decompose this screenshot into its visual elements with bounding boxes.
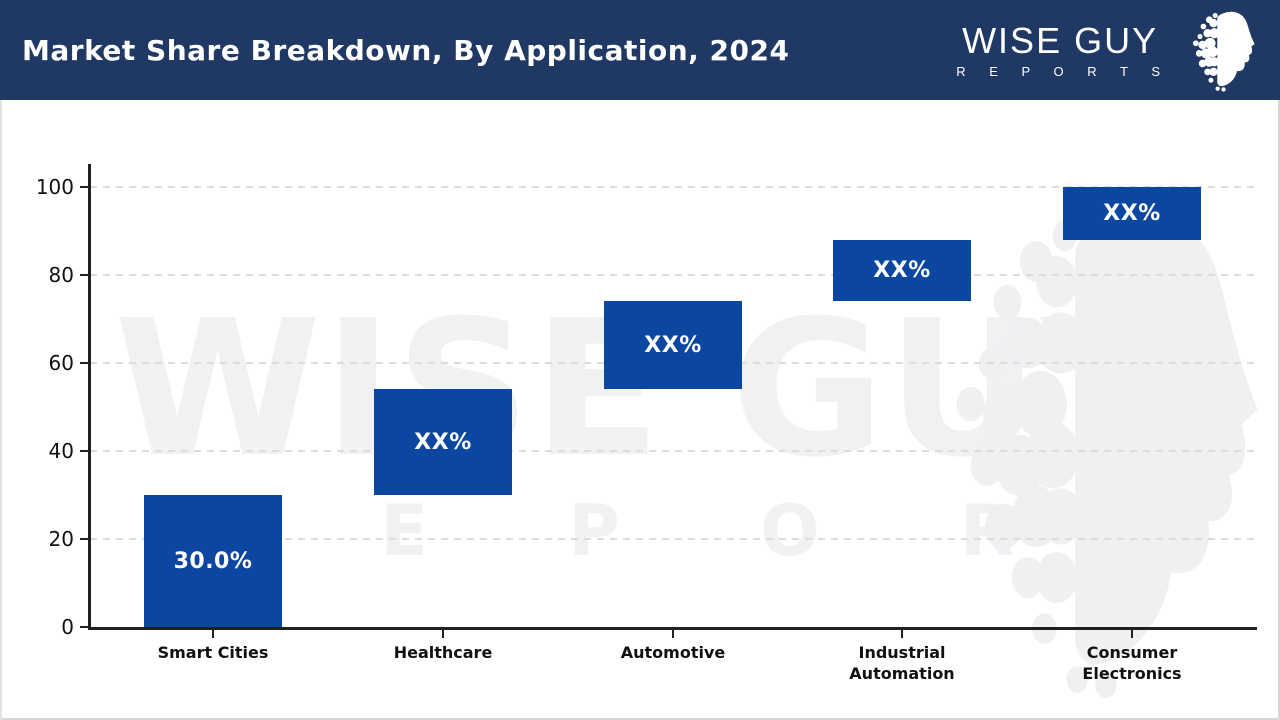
logo-name: WISE GUY <box>962 19 1159 61</box>
chart-panel: WISE GUY R E P O R T S 02040608010030.0%… <box>0 100 1280 720</box>
logo-subtitle: R E P O R T S <box>956 63 1170 79</box>
y-tick-label-20: 20 <box>48 527 74 551</box>
category-label-2: Automotive <box>620 643 726 662</box>
logo-text: WISE GUY R E P O R T S <box>950 19 1170 79</box>
bar-industrial-automation: XX% <box>833 239 971 302</box>
bar-value-label: XX% <box>644 332 702 358</box>
category-label-4: Consumer Electronics <box>1082 643 1182 683</box>
gridline-y-80 <box>90 274 1257 276</box>
y-tick-80 <box>80 274 88 276</box>
y-tick-20 <box>80 538 88 540</box>
x-tick-2 <box>672 630 674 638</box>
gridline-y-100 <box>90 186 1257 188</box>
y-tick-0 <box>80 626 88 628</box>
x-tick-1 <box>442 630 444 638</box>
category-label-3: Industrial Automation <box>849 643 955 683</box>
gridline-y-20 <box>90 538 1257 540</box>
bar-value-label: 30.0% <box>173 548 253 574</box>
waterfall-chart: WISE GUY R E P O R T S 02040608010030.0%… <box>2 100 1278 718</box>
y-tick-label-80: 80 <box>48 263 74 287</box>
y-tick-100 <box>80 186 88 188</box>
y-tick-label-60: 60 <box>48 351 74 375</box>
y-tick-label-40: 40 <box>48 439 74 463</box>
gridline-y-40 <box>90 450 1257 452</box>
category-label-1: Healthcare <box>393 643 493 662</box>
x-tick-4 <box>1131 630 1133 638</box>
bar-healthcare: XX% <box>374 389 512 495</box>
y-tick-60 <box>80 362 88 364</box>
y-tick-40 <box>80 450 88 452</box>
wise-guy-logo: WISE GUY R E P O R T S <box>950 6 1258 94</box>
bar-value-label: XX% <box>414 429 472 455</box>
header-bar: Market Share Breakdown, By Application, … <box>0 0 1280 100</box>
bar-smart-cities: 30.0% <box>144 495 282 627</box>
bar-consumer-electronics: XX% <box>1063 187 1201 240</box>
watermark-reports: R E P O R T S <box>186 490 1278 572</box>
category-label-0: Smart Cities <box>157 643 269 662</box>
y-tick-label-0: 0 <box>61 615 74 639</box>
bar-value-label: XX% <box>873 258 931 284</box>
page-title: Market Share Breakdown, By Application, … <box>22 33 790 67</box>
wise-guy-head-icon <box>1192 11 1255 92</box>
x-tick-3 <box>901 630 903 638</box>
x-tick-0 <box>212 630 214 638</box>
bar-automotive: XX% <box>604 301 742 390</box>
bar-value-label: XX% <box>1103 200 1161 226</box>
y-axis-line <box>88 164 91 630</box>
x-axis-line <box>88 627 1257 630</box>
y-tick-label-100: 100 <box>35 175 74 199</box>
